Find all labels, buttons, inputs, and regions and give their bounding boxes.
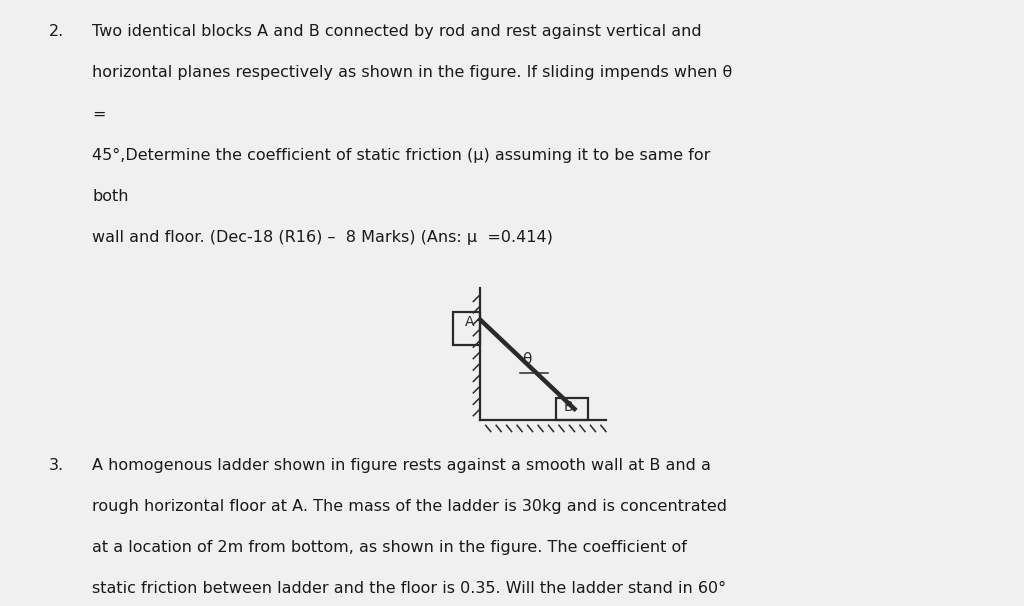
Text: static friction between ladder and the floor is 0.35. Will the ladder stand in 6: static friction between ladder and the f… [92, 581, 726, 596]
Text: θ: θ [522, 353, 531, 367]
Bar [556, 398, 589, 421]
Text: A: A [465, 315, 474, 329]
Text: B: B [564, 400, 573, 414]
Text: A homogenous ladder shown in figure rests against a smooth wall at B and a: A homogenous ladder shown in figure rest… [92, 458, 711, 473]
Text: at a location of 2m from bottom, as shown in the figure. The coefficient of: at a location of 2m from bottom, as show… [92, 540, 687, 555]
Text: 45°,Determine the coefficient of static friction (μ) assuming it to be same for: 45°,Determine the coefficient of static … [92, 148, 711, 163]
Text: =: = [92, 107, 105, 122]
Text: horizontal planes respectively as shown in the figure. If sliding impends when θ: horizontal planes respectively as shown … [92, 65, 732, 81]
Text: rough horizontal floor at A. The mass of the ladder is 30kg and is concentrated: rough horizontal floor at A. The mass of… [92, 499, 727, 514]
Text: both: both [92, 189, 129, 204]
Bar [453, 312, 480, 345]
Text: Two identical blocks A and B connected by rod and rest against vertical and: Two identical blocks A and B connected b… [92, 24, 701, 39]
Text: wall and floor. (Dec-18 (R16) –  8 Marks) (Ans: μ  =0.414): wall and floor. (Dec-18 (R16) – 8 Marks)… [92, 230, 553, 245]
Text: 2.: 2. [49, 24, 65, 39]
Text: 3.: 3. [49, 458, 65, 473]
